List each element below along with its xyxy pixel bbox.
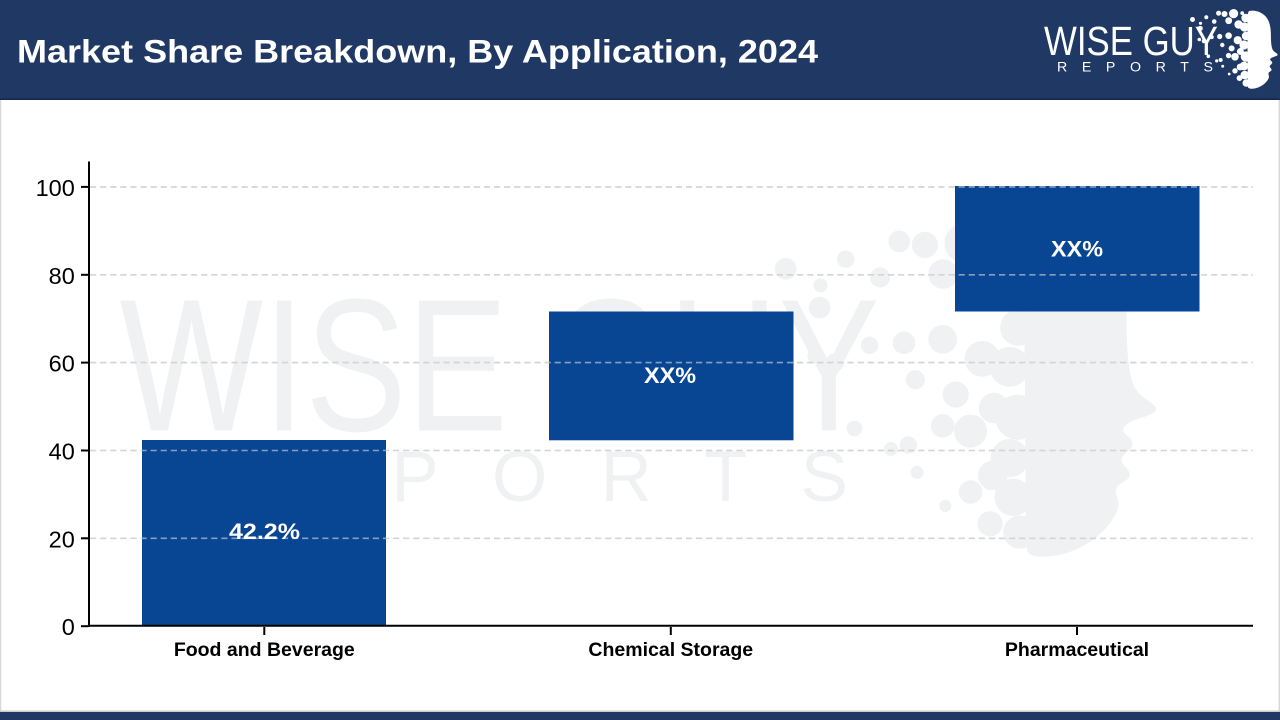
svg-text:XX%: XX% [1051,236,1103,261]
svg-text:Chemical Storage: Chemical Storage [588,639,753,661]
svg-text:Pharmaceutical: Pharmaceutical [1005,639,1149,661]
svg-text:42.2%: 42.2% [229,519,300,544]
svg-text:20: 20 [49,526,75,552]
svg-text:80: 80 [49,263,75,289]
svg-text:0: 0 [62,614,75,640]
svg-text:Food and Beverage: Food and Beverage [174,639,355,661]
svg-text:XX%: XX% [644,363,696,388]
svg-text:40: 40 [49,439,75,465]
svg-text:60: 60 [49,351,75,377]
svg-text:100: 100 [36,175,75,201]
svg-text:Market Share Breakdown, By App: Market Share Breakdown, By Application, … [17,34,818,70]
